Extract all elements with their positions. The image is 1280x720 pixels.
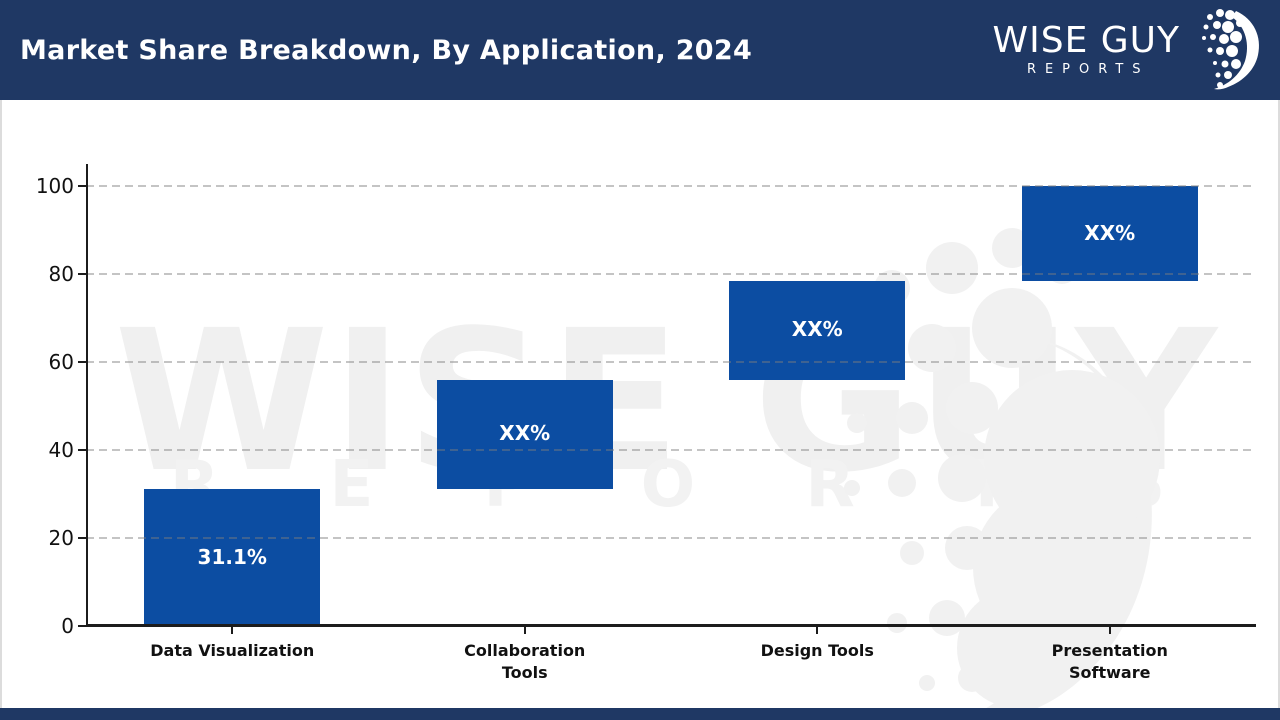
brand-head-icon bbox=[1202, 9, 1260, 90]
gridline-40 bbox=[86, 449, 1256, 451]
x-tick bbox=[523, 626, 526, 634]
gridline-100 bbox=[86, 185, 1256, 187]
y-tick-40 bbox=[78, 449, 86, 451]
gridline-80 bbox=[86, 273, 1256, 275]
x-category-label: Collaboration Tools bbox=[464, 641, 586, 682]
brand-subtitle: REPORTS bbox=[1026, 62, 1150, 77]
chart-title: Market Share Breakdown, By Application, … bbox=[20, 34, 753, 66]
bar-segment bbox=[436, 379, 613, 490]
plot-area: WISE GUY R E P O R T S 0 20 40 60 80 100 31.1% bbox=[0, 100, 1280, 708]
bar-segment bbox=[1021, 186, 1198, 282]
brand-logo: WISE GUY REPORTS bbox=[993, 7, 1280, 93]
gridline-60 bbox=[86, 361, 1256, 363]
bar-segment bbox=[144, 489, 321, 626]
y-tick-label-80: 80 bbox=[48, 262, 74, 286]
y-tick-label-20: 20 bbox=[48, 526, 74, 550]
bar-value-label: XX% bbox=[499, 421, 551, 446]
bar-value-label: 31.1% bbox=[197, 544, 267, 569]
y-tick-label-100: 100 bbox=[35, 174, 74, 198]
footer-bar bbox=[0, 708, 1280, 720]
x-category-label: Presentation Software bbox=[1051, 641, 1168, 682]
x-axis-line bbox=[86, 624, 1256, 627]
y-tick-label-40: 40 bbox=[48, 438, 74, 462]
header-bar: Market Share Breakdown, By Application, … bbox=[0, 0, 1280, 100]
brand-name: WISE GUY bbox=[992, 20, 1180, 61]
y-tick-label-60: 60 bbox=[48, 350, 74, 374]
x-category-label: Design Tools bbox=[760, 641, 874, 660]
x-tick bbox=[816, 626, 819, 634]
brand-logo-text: WISE GUY REPORTS bbox=[992, 20, 1181, 78]
gridline-20 bbox=[86, 537, 1256, 539]
y-axis-spine bbox=[86, 164, 88, 626]
y-tick-100 bbox=[78, 185, 86, 187]
bar-value-label: XX% bbox=[791, 317, 843, 342]
bar-value-label: XX% bbox=[1084, 220, 1136, 245]
bar-segment bbox=[729, 281, 906, 380]
x-tick bbox=[1108, 626, 1111, 634]
x-tick bbox=[231, 626, 234, 634]
y-tick-0 bbox=[78, 625, 86, 627]
y-tick-60 bbox=[78, 361, 86, 363]
y-tick-80 bbox=[78, 273, 86, 275]
y-tick-20 bbox=[78, 537, 86, 539]
y-tick-label-0: 0 bbox=[61, 614, 74, 638]
x-category-label: Data Visualization bbox=[150, 641, 315, 660]
